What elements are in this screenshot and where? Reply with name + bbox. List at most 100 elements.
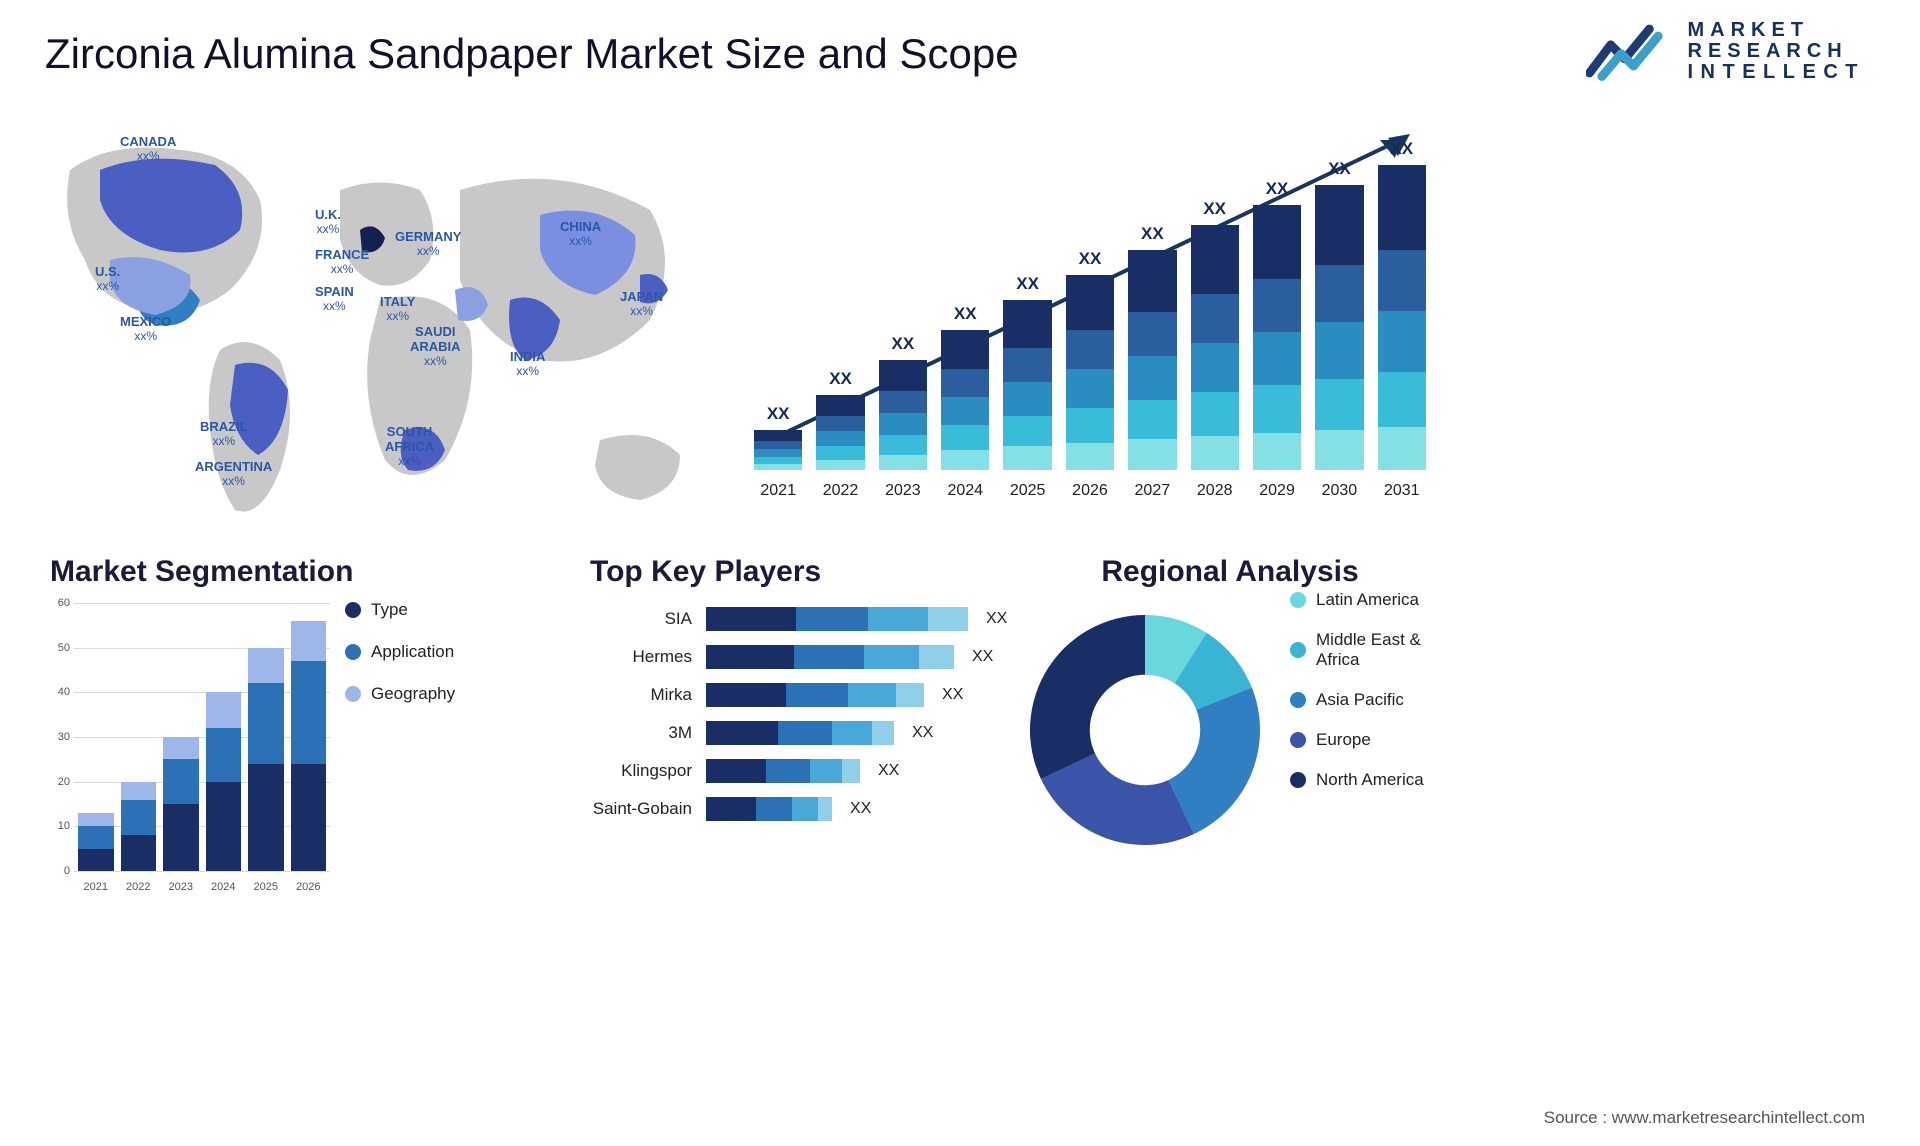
legend-dot-icon [1290,772,1306,788]
kp-row-hermes: HermesXX [590,645,1030,669]
logo-line3: INTELLECT [1688,62,1866,83]
kp-row-mirka: MirkaXX [590,683,1030,707]
seg-bar-2021 [78,813,114,871]
growth-value-label: XX [1016,274,1039,294]
kp-bar [706,797,832,821]
growth-year-label: 2025 [1003,482,1051,500]
growth-value-label: XX [1328,159,1351,179]
growth-value-label: XX [954,304,977,324]
kp-row-klingspor: KlingsporXX [590,759,1030,783]
growth-year-label: 2021 [754,482,802,500]
kp-bar [706,759,860,783]
growth-year-label: 2022 [816,482,864,500]
seg-legend-item: Geography [345,684,455,704]
legend-label: Middle East & Africa [1316,630,1436,670]
seg-ytick: 30 [58,731,70,743]
growth-value-label: XX [1203,199,1226,219]
seg-bar-2025 [248,648,284,871]
legend-dot-icon [1290,732,1306,748]
legend-label: Application [371,642,454,662]
segmentation-title: Market Segmentation [50,555,530,589]
map-label-italy: ITALYxx% [380,295,415,324]
seg-ytick: 40 [58,686,70,698]
kp-label: Saint-Gobain [590,799,698,819]
kp-row-saintgobain: Saint-GobainXX [590,797,1030,821]
seg-xlabel: 2021 [78,881,114,893]
legend-dot-icon [345,644,361,660]
seg-bar-2026 [291,621,327,871]
donut-slice-northamerica [1030,615,1145,779]
regional-legend-item: Latin America [1290,590,1436,610]
growth-year-label: 2030 [1315,482,1363,500]
growth-bar-2024: XX [941,304,989,470]
regional-legend-item: North America [1290,770,1436,790]
brand-logo: MARKET RESEARCH INTELLECT [1586,18,1866,84]
kp-row-sia: SIA XX [590,607,1030,631]
growth-bar-2026: XX [1066,249,1114,470]
map-label-china: CHINAxx% [560,220,601,249]
growth-year-label: 2026 [1066,482,1114,500]
kp-bar [706,645,954,669]
regional-legend-item: Europe [1290,730,1436,750]
logo-line2: RESEARCH [1688,41,1866,62]
seg-ytick: 10 [58,820,70,832]
logo-mark-icon [1586,18,1674,84]
growth-value-label: XX [1079,249,1102,269]
map-label-us: U.S.xx% [95,265,120,294]
segmentation-chart: 0102030405060 202120222023202420252026 [50,603,330,893]
seg-xlabel: 2025 [248,881,284,893]
key-players-title: Top Key Players [590,555,1030,589]
growth-bar-2030: XX [1315,159,1363,470]
legend-label: Asia Pacific [1316,690,1404,710]
growth-year-label: 2027 [1128,482,1176,500]
key-players-chart: SIAXXHermesXXMirkaXX3MXXKlingsporXXSaint… [590,607,1030,821]
growth-year-label: 2029 [1253,482,1301,500]
regional-legend-item: Middle East & Africa [1290,630,1436,670]
seg-ytick: 50 [58,642,70,654]
growth-year-label: 2028 [1191,482,1239,500]
growth-bar-2027: XX [1128,224,1176,470]
kp-label: SIA [590,609,698,629]
growth-bar-2023: XX [879,334,927,470]
seg-ytick: 60 [58,597,70,609]
world-map: CANADAxx%U.S.xx%MEXICOxx%BRAZILxx%ARGENT… [40,120,720,530]
regional-legend-item: Asia Pacific [1290,690,1436,710]
kp-value-label: XX [912,724,933,742]
growth-bar-2029: XX [1253,179,1301,470]
map-label-india: INDIAxx% [510,350,545,379]
map-label-japan: JAPANxx% [620,290,663,319]
key-players-section: Top Key Players SIAXXHermesXXMirkaXX3MXX… [590,555,1030,821]
growth-value-label: XX [892,334,915,354]
map-label-saudiarabia: SAUDIARABIAxx% [410,325,461,369]
legend-label: Geography [371,684,455,704]
legend-dot-icon [1290,642,1306,658]
kp-label: Klingspor [590,761,698,781]
growth-value-label: XX [767,404,790,424]
kp-label: Hermes [590,647,698,667]
seg-xlabel: 2026 [291,881,327,893]
kp-row-3m: 3MXX [590,721,1030,745]
growth-bar-2031: XX [1378,139,1426,470]
seg-bar-2023 [163,737,199,871]
source-attribution: Source : www.marketresearchintellect.com [1544,1108,1865,1128]
legend-label: Type [371,600,408,620]
growth-bar-2022: XX [816,369,864,470]
kp-bar [706,683,924,707]
map-label-spain: SPAINxx% [315,285,354,314]
seg-xlabel: 2023 [163,881,199,893]
seg-xlabel: 2022 [121,881,157,893]
kp-value-label: XX [986,610,1007,628]
legend-dot-icon [345,686,361,702]
seg-ytick: 0 [64,865,70,877]
kp-label: Mirka [590,685,698,705]
growth-value-label: XX [1390,139,1413,159]
map-label-canada: CANADAxx% [120,135,176,164]
growth-bar-2025: XX [1003,274,1051,470]
segmentation-section: Market Segmentation 0102030405060 202120… [50,555,530,893]
legend-dot-icon [1290,692,1306,708]
segmentation-legend: Type Application Geography [345,600,455,704]
regional-title: Regional Analysis [1020,555,1440,589]
growth-year-label: 2031 [1378,482,1426,500]
map-label-southafrica: SOUTHAFRICAxx% [385,425,434,469]
growth-bar-2021: XX [754,404,802,470]
